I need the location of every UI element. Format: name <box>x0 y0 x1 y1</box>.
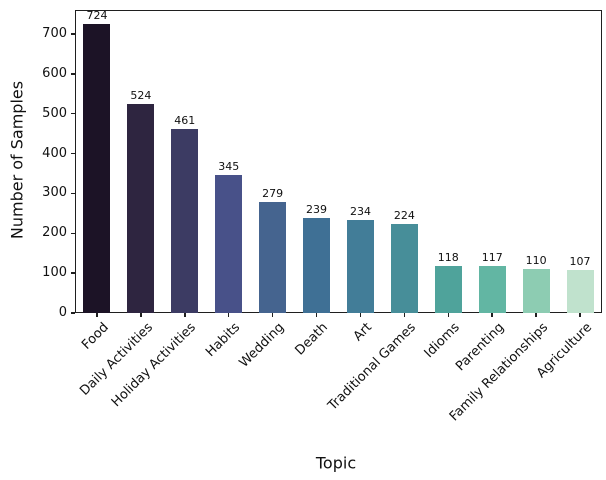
bar <box>171 129 199 313</box>
x-tick-label: Art <box>350 320 376 345</box>
y-tick-mark <box>71 232 75 234</box>
x-tick-mark <box>447 313 450 317</box>
x-tick-mark <box>315 313 318 317</box>
x-tick-mark <box>184 313 186 317</box>
x-tick-mark <box>227 313 230 317</box>
bar <box>346 219 374 313</box>
bar-value-label: 117 <box>481 251 503 265</box>
y-tick-mark <box>71 152 75 155</box>
bar <box>566 270 594 313</box>
bar <box>434 265 462 313</box>
bar <box>478 266 506 313</box>
x-tick-label: Holiday Activities <box>109 320 200 411</box>
bar <box>83 24 111 313</box>
bar-value-label: 118 <box>437 250 459 264</box>
bar <box>259 201 287 313</box>
x-tick-label: Idioms <box>421 320 463 362</box>
bar-value-label: 239 <box>306 202 328 216</box>
bar <box>303 217 331 313</box>
y-tick-label: 400 <box>42 145 67 161</box>
bar-value-label: 224 <box>393 208 415 222</box>
bar <box>522 269 550 313</box>
x-tick-mark <box>403 313 406 317</box>
y-tick-mark <box>71 73 75 75</box>
bar-value-label: 234 <box>349 204 371 218</box>
x-tick-label: Wedding <box>236 320 288 371</box>
y-tick-label: 200 <box>42 225 67 241</box>
plot-area <box>75 10 602 313</box>
bar-value-label: 107 <box>569 255 591 269</box>
y-tick-mark <box>71 272 75 274</box>
x-tick-label: Death <box>292 320 332 359</box>
x-tick-mark <box>359 313 362 317</box>
y-tick-mark <box>71 192 75 195</box>
y-tick-mark <box>71 312 75 314</box>
bar-value-label: 110 <box>525 254 547 268</box>
y-tick-mark <box>71 112 75 115</box>
bar-value-label: 279 <box>262 186 284 200</box>
y-tick-label: 300 <box>42 185 67 201</box>
bar-value-label: 345 <box>218 160 240 174</box>
x-axis-title: Topic <box>315 453 357 473</box>
bar-value-label: 524 <box>130 89 152 103</box>
bar <box>127 104 155 313</box>
y-tick-label: 700 <box>42 25 67 41</box>
bar-value-label: 461 <box>174 114 196 128</box>
bar-value-label: 724 <box>86 9 108 23</box>
x-tick-mark <box>579 313 581 317</box>
bar <box>215 175 243 313</box>
y-tick-label: 0 <box>58 305 67 320</box>
x-tick-mark <box>140 313 142 317</box>
x-tick-label: Food <box>78 320 112 353</box>
y-tick-label: 500 <box>42 105 67 121</box>
y-axis-title: Number of Samples <box>7 80 27 240</box>
y-tick-label: 100 <box>42 265 67 281</box>
x-tick-label: Traditional Games <box>325 320 419 414</box>
x-tick-mark <box>491 313 493 317</box>
y-tick-mark <box>71 33 75 35</box>
x-tick-mark <box>271 313 274 317</box>
x-tick-mark <box>96 313 98 317</box>
bar <box>390 223 418 313</box>
y-tick-label: 600 <box>42 65 67 81</box>
x-tick-label: Habits <box>203 320 244 360</box>
x-tick-mark <box>535 313 537 317</box>
